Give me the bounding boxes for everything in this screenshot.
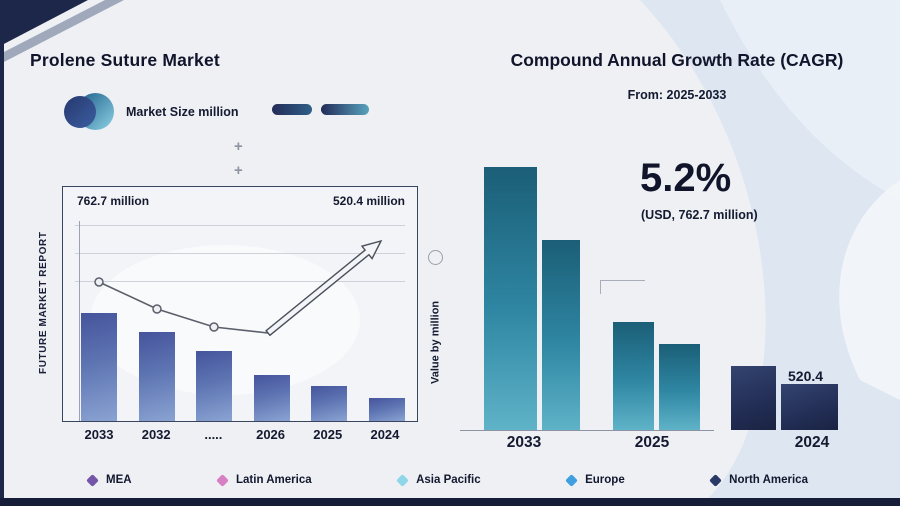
diamond-icon: [565, 473, 578, 487]
gridline: [75, 281, 405, 282]
diamond-icon: [396, 473, 409, 487]
x-axis-line: [460, 430, 714, 431]
gridline: [75, 225, 405, 226]
pill-icon: [272, 104, 312, 115]
future-market-report-label: FUTURE MARKET REPORT: [38, 231, 49, 375]
cagr-note: (USD, 762.7 million): [641, 208, 758, 222]
value-520-annotation: 520.4: [788, 368, 824, 384]
left-x-labels: 2033 2032..... 2026 2025 2024: [81, 427, 403, 442]
market-size-bar: [138, 332, 175, 421]
legend-item: North America: [709, 473, 808, 487]
market-size-bar: [311, 386, 348, 421]
legend-item: Latin America: [216, 473, 312, 487]
diamond-icon: [709, 473, 723, 487]
trend-line-overlay: [94, 239, 383, 337]
legend-item: Europe: [565, 473, 625, 487]
legend-label: Latin America: [236, 474, 312, 486]
year-label: 2024: [370, 427, 400, 442]
cagr-title: Compound Annual Growth Rate (CAGR): [510, 50, 844, 70]
bottom-edge-bar: [0, 498, 900, 506]
market-size-label: Market Size million: [126, 105, 239, 119]
plus-icon: +: [234, 162, 243, 179]
gridline: [75, 253, 405, 254]
min-value-label: 520.4 million: [332, 194, 405, 208]
left-edge-bar: [0, 0, 4, 506]
year-label: .....: [204, 427, 223, 442]
legend-item: MEA: [86, 473, 132, 487]
arrow-icon: [265, 239, 383, 337]
legend-label: MEA: [106, 474, 132, 486]
year-label: 2033: [84, 427, 114, 442]
pill-decorations: [272, 104, 369, 115]
cagr-subtitle: From: 2025-2033: [627, 88, 727, 102]
max-value-label: 762.7 million: [77, 194, 150, 208]
market-size-legend: Market Size million: [64, 92, 239, 132]
market-size-bar: [253, 375, 290, 421]
market-size-bar: [81, 313, 117, 421]
legend-label: North America: [729, 474, 808, 486]
diamond-icon: [216, 473, 229, 487]
left-bars: [81, 313, 405, 421]
plus-icon: +: [234, 138, 243, 155]
legend-label: Asia Pacific: [416, 474, 481, 486]
pill-icon: [321, 104, 369, 115]
y-axis-line: [79, 221, 80, 421]
diamond-icon: [86, 473, 99, 487]
value-by-million-label: Value by million: [429, 300, 442, 384]
market-size-bar: [196, 351, 233, 421]
region-legend: MEA Latin America Asia Pacific Europe North …: [86, 473, 808, 487]
corner-navy-decoration: [0, 0, 88, 46]
year-label: 2025: [313, 427, 343, 442]
legend-label: Europe: [585, 474, 625, 486]
year-label: 2026: [256, 427, 286, 442]
cagr-value: 5.2%: [640, 156, 732, 200]
market-size-bar: [368, 398, 405, 421]
step-line-decoration: [600, 280, 645, 294]
circle-icon: [428, 250, 443, 265]
year-label: 2032: [141, 427, 171, 442]
market-size-chart: 762.7 million 520.4 million: [62, 186, 418, 422]
market-size-disc-icon: [64, 93, 114, 131]
disc-front-circle: [64, 96, 96, 128]
legend-item: Asia Pacific: [396, 473, 481, 487]
